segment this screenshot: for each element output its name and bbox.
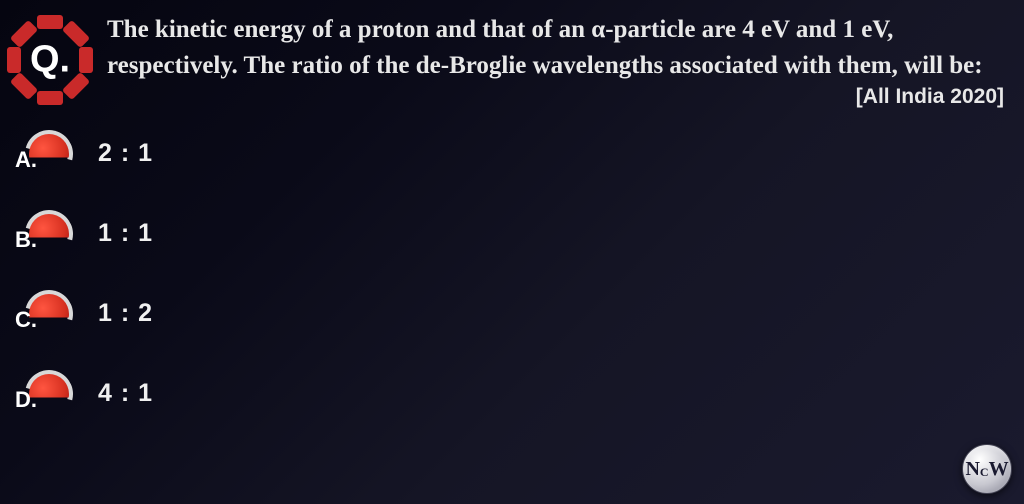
question-source: [All India 2020] (107, 85, 1004, 109)
option-letter: D. (15, 387, 37, 413)
watermark-text-main: N (965, 458, 979, 481)
option-badge-a: A. (15, 129, 73, 179)
question-container: Q. The kinetic energy of a proton and th… (0, 0, 1024, 109)
watermark-text-end: W (989, 458, 1009, 481)
option-row[interactable]: A. 2 : 1 (15, 129, 1024, 179)
option-text: 2 : 1 (98, 139, 153, 168)
option-row[interactable]: D. 4 : 1 (15, 369, 1024, 419)
question-badge-letter: Q. (30, 39, 70, 82)
question-badge: Q. (5, 15, 95, 105)
option-letter: A. (15, 147, 37, 173)
option-badge-d: D. (15, 369, 73, 419)
option-badge-c: C. (15, 289, 73, 339)
option-text: 1 : 1 (98, 219, 153, 248)
option-row[interactable]: C. 1 : 2 (15, 289, 1024, 339)
watermark-badge: NCW (962, 444, 1012, 494)
option-letter: C. (15, 307, 37, 333)
watermark-text-sub: C (980, 465, 989, 480)
question-text: The kinetic energy of a proton and that … (107, 16, 983, 79)
option-badge-b: B. (15, 209, 73, 259)
question-text-block: The kinetic energy of a proton and that … (107, 10, 1004, 109)
option-text: 1 : 2 (98, 299, 153, 328)
options-container: A. 2 : 1 B. 1 : 1 C. 1 : 2 D. 4 : 1 (0, 109, 1024, 419)
option-letter: B. (15, 227, 37, 253)
option-row[interactable]: B. 1 : 1 (15, 209, 1024, 259)
option-text: 4 : 1 (98, 379, 153, 408)
